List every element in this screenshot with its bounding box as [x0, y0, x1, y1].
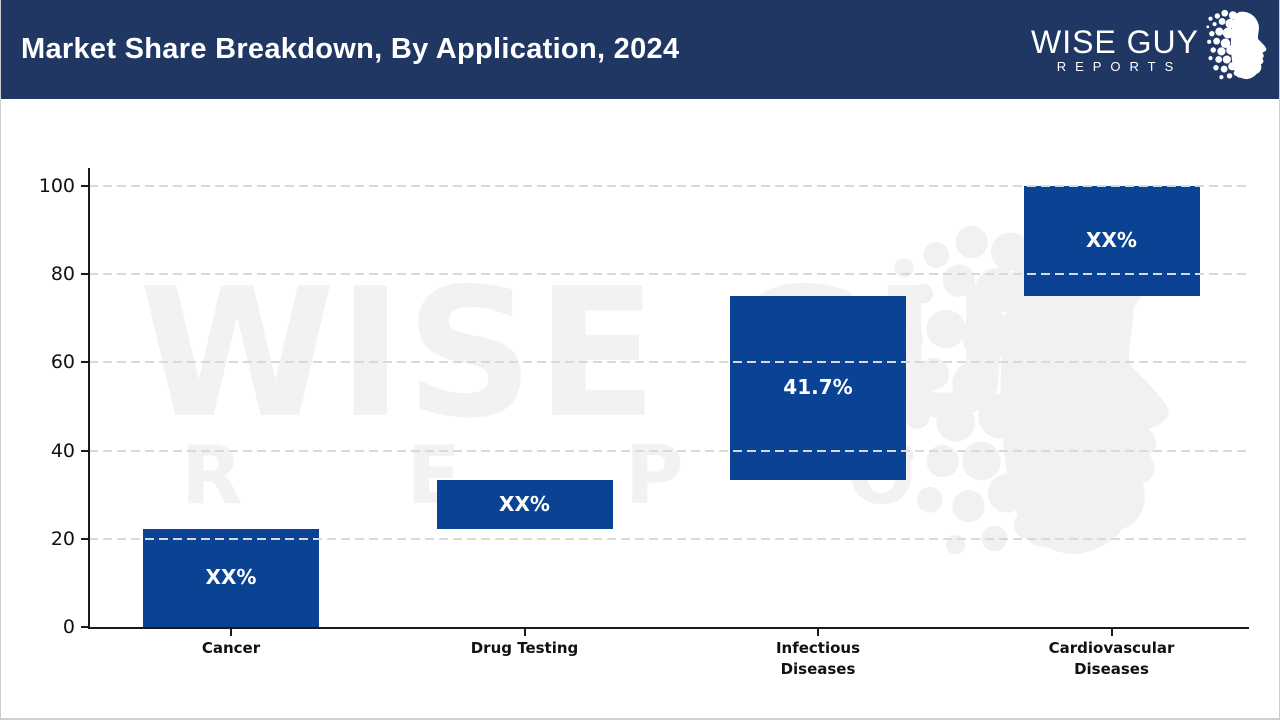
header-bar: Market Share Breakdown, By Application, … [1, 0, 1279, 99]
logo-wiseguy-text: WISE GUY [1030, 23, 1199, 60]
y-tick-label: 0 [62, 616, 75, 638]
x-category-label: Infectious Diseases [708, 638, 928, 680]
watermark-head-dots-icon [884, 226, 1169, 555]
y-tick-mark [81, 537, 88, 540]
bar-value-label: 41.7% [783, 375, 853, 400]
x-category-label-line: Diseases [1074, 660, 1149, 678]
y-tick-mark [81, 273, 88, 276]
x-category-label-line: Cancer [201, 639, 261, 657]
y-tick-mark [81, 626, 88, 628]
x-category-label-line: Infectious [775, 639, 861, 657]
x-category-label: Cardiovascular Diseases [1002, 638, 1222, 680]
y-tick-label: 20 [50, 527, 75, 550]
y-tick-label: 80 [50, 263, 75, 286]
gridline [89, 537, 1249, 540]
logo-wordmark: WISE GUY REPORTS [1031, 25, 1199, 75]
x-tick-mark [523, 629, 526, 636]
x-category-label: Cancer [121, 638, 341, 659]
bar-value-label: XX% [205, 565, 257, 590]
x-category-label: Drug Testing [415, 638, 635, 659]
x-category-label-line: Drug Testing [470, 639, 579, 657]
bar-infectious-diseases [730, 296, 906, 481]
y-tick-mark [81, 361, 88, 364]
y-tick-label: 40 [50, 439, 75, 462]
wise-guy-logo: WISE GUY REPORTS [1031, 7, 1279, 93]
y-tick-mark [81, 185, 88, 187]
bar-value-label: XX% [1086, 228, 1137, 253]
chart-title: Market Share Breakdown, By Application, … [21, 33, 680, 65]
x-tick-mark [1110, 629, 1113, 636]
y-axis-line [88, 168, 90, 629]
gridline [89, 185, 1249, 187]
gridline [89, 273, 1249, 276]
bar-drug-testing [436, 480, 613, 530]
x-category-label-line: Cardiovascular [1048, 639, 1175, 657]
gridline [89, 449, 1249, 452]
gridline [89, 361, 1249, 364]
logo-reports-text: REPORTS [1056, 58, 1183, 74]
y-tick-label: 60 [50, 351, 75, 374]
y-tick-label: 100 [38, 175, 75, 197]
x-tick-mark [230, 629, 232, 636]
bar-cancer [143, 529, 319, 627]
x-tick-mark [817, 629, 819, 636]
chart-canvas: WISE GUY R E P O R T S 020406080100XX%Ca… [1, 100, 1279, 718]
bar-value-label: XX% [499, 491, 550, 516]
logo-head-dots-icon [1206, 9, 1267, 79]
x-category-label-line: Diseases [780, 660, 856, 678]
bar-cardiovascular-diseases [1023, 186, 1200, 297]
x-axis-line [88, 627, 1249, 629]
y-tick-mark [81, 449, 88, 452]
